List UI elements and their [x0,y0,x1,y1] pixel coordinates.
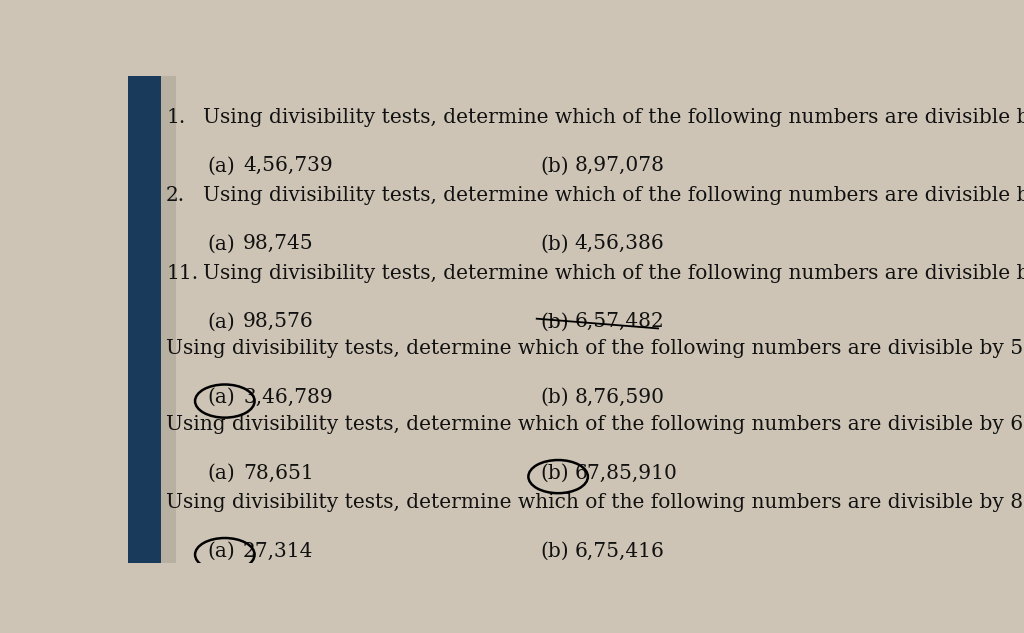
Text: 27,314: 27,314 [243,541,313,560]
Text: 4,56,386: 4,56,386 [574,234,665,253]
Text: (b): (b) [541,541,569,560]
Text: 98,576: 98,576 [243,312,313,331]
Text: (b): (b) [541,234,569,253]
Text: 8,76,590: 8,76,590 [574,388,665,407]
Text: Using divisibility tests, determine which of the following numbers are divisible: Using divisibility tests, determine whic… [204,185,1024,204]
Text: (a): (a) [207,234,236,253]
Text: Using divisibility tests, determine which of the following numbers are divisible: Using divisibility tests, determine whic… [166,339,1024,358]
Text: (a): (a) [207,541,236,560]
Text: 6,75,416: 6,75,416 [574,541,665,560]
Text: Using divisibility tests, determine which of the following numbers are divisible: Using divisibility tests, determine whic… [166,415,1024,434]
Text: Using divisibility tests, determine which of the following numbers are divisible: Using divisibility tests, determine whic… [204,108,1024,127]
Text: Using divisibility tests, determine which of the following numbers are divisible: Using divisibility tests, determine whic… [204,263,1024,282]
Text: 67,85,910: 67,85,910 [574,463,678,482]
Text: 98,745: 98,745 [243,234,313,253]
Bar [162,76,176,563]
Text: 4,56,739: 4,56,739 [243,156,333,175]
Text: (b): (b) [541,463,569,482]
Text: 3,46,789: 3,46,789 [243,388,333,407]
Text: Using divisibility tests, determine which of the following numbers are divisible: Using divisibility tests, determine whic… [166,492,1024,511]
Bar [128,76,162,563]
Text: (a): (a) [207,312,236,331]
Text: 6,57,482: 6,57,482 [574,312,665,331]
Text: (a): (a) [207,156,236,175]
Text: (b): (b) [541,312,569,331]
Text: (a): (a) [207,463,236,482]
Text: (b): (b) [541,388,569,407]
Text: 8,97,078: 8,97,078 [574,156,665,175]
Text: 78,651: 78,651 [243,463,313,482]
Text: (b): (b) [541,156,569,175]
Text: 11.: 11. [166,263,199,282]
Text: 1.: 1. [166,108,185,127]
Text: (a): (a) [207,388,236,407]
Text: 2.: 2. [166,185,185,204]
